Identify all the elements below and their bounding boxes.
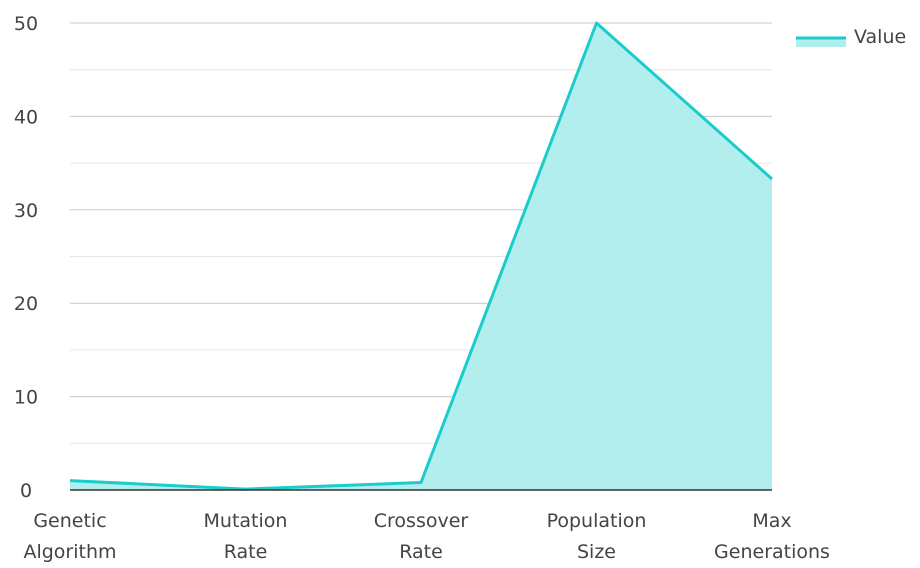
x-tick-label: Crossover Rate: [374, 510, 469, 563]
y-tick-label: 10: [14, 387, 38, 409]
area-layer: [68, 21, 774, 491]
data-point: [68, 479, 72, 483]
series-line: [69, 21, 773, 491]
y-tick-label: 0: [20, 480, 32, 502]
x-tick-label: Max Generations: [714, 510, 830, 563]
y-tick-label: 30: [14, 200, 38, 222]
y-tick-label: 20: [14, 293, 38, 315]
grid-lines: [70, 22, 772, 444]
x-tick-label: Genetic Algorithm: [23, 510, 116, 563]
data-point: [419, 481, 423, 485]
data-point: [770, 177, 774, 181]
x-tick-label: Mutation Rate: [204, 510, 288, 563]
legend-swatch-fill: [796, 38, 846, 47]
legend: Value: [796, 26, 906, 48]
y-tick-label: 40: [14, 106, 38, 128]
axes: 0 10 20 30 40 50 Genetic Algorithm Mutation Rate C…: [14, 13, 830, 563]
y-tick-label: 50: [14, 13, 38, 35]
legend-label: Value: [854, 26, 906, 48]
series-area-fill: [70, 23, 772, 490]
x-tick-label: Population Size: [547, 510, 647, 563]
data-point: [595, 21, 599, 25]
